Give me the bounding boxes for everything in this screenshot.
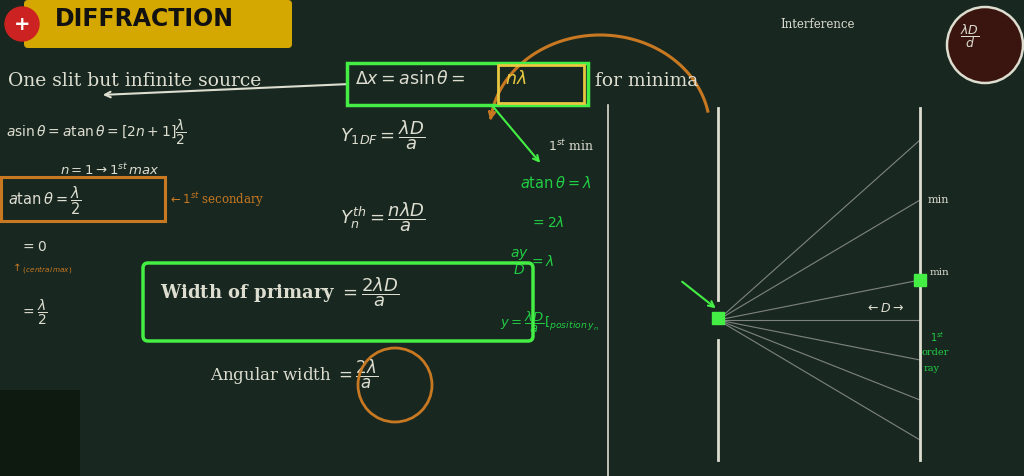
Text: $\leftarrow 1^{st}$ secondary: $\leftarrow 1^{st}$ secondary <box>168 190 264 208</box>
Text: Angular width $=\dfrac{2\lambda}{a}$: Angular width $=\dfrac{2\lambda}{a}$ <box>210 358 378 391</box>
Text: min: min <box>928 195 949 205</box>
Text: One slit but infinite source: One slit but infinite source <box>8 72 261 90</box>
Text: Interference: Interference <box>780 18 854 31</box>
Text: $Y_{1DF}=\dfrac{\lambda D}{a}$: $Y_{1DF}=\dfrac{\lambda D}{a}$ <box>340 118 425 152</box>
Text: $a\tan\theta=\dfrac{\lambda}{2}$: $a\tan\theta=\dfrac{\lambda}{2}$ <box>8 184 82 217</box>
Text: $\dfrac{ay}{D}=\lambda$: $\dfrac{ay}{D}=\lambda$ <box>510 248 554 278</box>
Circle shape <box>947 7 1023 83</box>
Text: $\uparrow_{(central\,max)}$: $\uparrow_{(central\,max)}$ <box>10 262 73 278</box>
Text: Width of primary $=\dfrac{2\lambda D}{a}$: Width of primary $=\dfrac{2\lambda D}{a}… <box>160 275 399 308</box>
Text: for minima: for minima <box>595 72 698 90</box>
Text: $\leftarrow D\rightarrow$: $\leftarrow D\rightarrow$ <box>865 302 904 315</box>
Text: $=0$: $=0$ <box>20 240 47 254</box>
Circle shape <box>5 7 39 41</box>
Text: $n\lambda$: $n\lambda$ <box>505 70 526 88</box>
Text: +: + <box>13 14 31 33</box>
Text: order: order <box>922 348 949 357</box>
Text: DIFFRACTION: DIFFRACTION <box>55 7 234 31</box>
Text: $=\dfrac{\lambda}{2}$: $=\dfrac{\lambda}{2}$ <box>20 298 48 327</box>
Text: $\dfrac{\lambda D}{d}$: $\dfrac{\lambda D}{d}$ <box>961 22 980 50</box>
Bar <box>0 390 80 476</box>
Text: $1^{st}$ min: $1^{st}$ min <box>548 138 594 154</box>
Text: $\Delta x=a\sin\theta=$: $\Delta x=a\sin\theta=$ <box>355 70 466 88</box>
Text: min: min <box>930 268 949 277</box>
Text: $1^{st}$: $1^{st}$ <box>930 330 945 344</box>
Text: $y=\dfrac{\lambda D}{a}\left[_{position\,y_n}\right.$: $y=\dfrac{\lambda D}{a}\left[_{position\… <box>500 310 599 335</box>
Text: $=2\lambda$: $=2\lambda$ <box>530 215 564 230</box>
FancyBboxPatch shape <box>24 0 292 48</box>
Text: $a\sin\theta=a\tan\theta=\left[2n+1\right]\dfrac{\lambda}{2}$: $a\sin\theta=a\tan\theta=\left[2n+1\righ… <box>6 118 186 148</box>
Text: $n=1\rightarrow 1^{st}\,max$: $n=1\rightarrow 1^{st}\,max$ <box>60 162 160 178</box>
Text: $a\tan\theta=\lambda$: $a\tan\theta=\lambda$ <box>520 175 591 191</box>
Text: ray: ray <box>924 364 940 373</box>
Text: $Y_{n}^{th}=\dfrac{n\lambda D}{a}$: $Y_{n}^{th}=\dfrac{n\lambda D}{a}$ <box>340 200 426 234</box>
